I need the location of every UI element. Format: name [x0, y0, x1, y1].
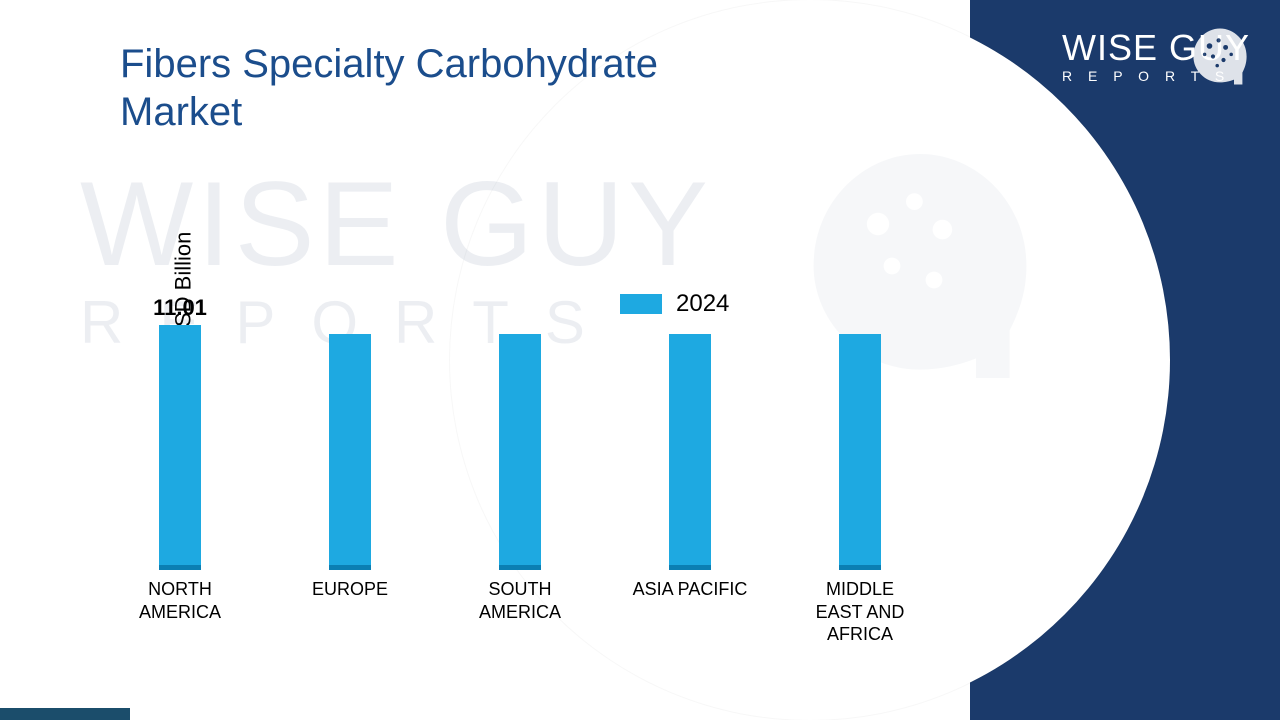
bottom-accent-bar: [0, 708, 130, 720]
chart-title: Fibers Specialty Carbohydrate Market: [120, 40, 760, 136]
bar-category-label: ASIA PACIFIC: [630, 578, 750, 601]
plot-region: 11.01NORTH AMERICA EUROPE SOUTH AMERICA ASI…: [120, 150, 940, 570]
legend-label: 2024: [676, 290, 729, 318]
chart-area: Market Size in USD Billion 11.01NORTH AM…: [110, 150, 940, 570]
bar: [499, 334, 541, 570]
bar: [669, 334, 711, 570]
bar-group: ASIA PACIFIC: [630, 334, 750, 570]
bar: [329, 334, 371, 570]
brand-logo: WISE GUY R E P O R T S: [1062, 30, 1250, 84]
legend-swatch: [620, 294, 662, 314]
head-icon: [1185, 25, 1255, 95]
bar: [839, 334, 881, 570]
bar: [159, 325, 201, 570]
bar-group: SOUTH AMERICA: [460, 334, 580, 570]
legend: 2024: [620, 290, 729, 318]
bar-group: 11.01NORTH AMERICA: [120, 295, 240, 570]
bar-value-label: 11.01: [120, 295, 240, 321]
bar-group: MIDDLE EAST AND AFRICA: [800, 334, 920, 570]
bar-category-label: EUROPE: [290, 578, 410, 601]
bar-category-label: MIDDLE EAST AND AFRICA: [800, 578, 920, 646]
bar-category-label: NORTH AMERICA: [120, 578, 240, 623]
bar-category-label: SOUTH AMERICA: [460, 578, 580, 623]
bar-group: EUROPE: [290, 334, 410, 570]
